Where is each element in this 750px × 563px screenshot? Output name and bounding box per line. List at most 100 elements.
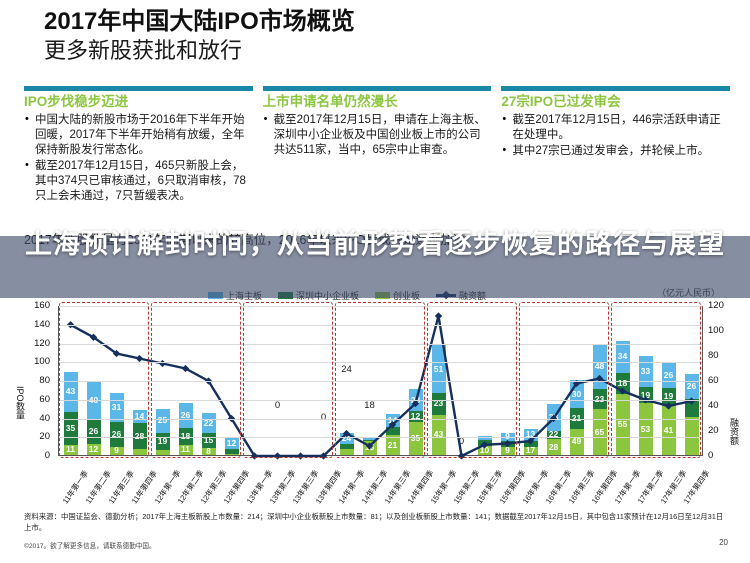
y-tick-right: 40 [708,400,719,411]
bar-segment [638,403,653,455]
line-marker [687,397,696,405]
y-tick-left: 120 [34,337,50,349]
chart-plot-area: 1135431226409263128141925111826815221224… [58,306,702,460]
bar-segment [385,426,400,436]
bar-segment [408,422,423,455]
bar-value-label: 55 [617,419,628,430]
bar-value-label: 26 [88,426,99,437]
bar-segment [132,449,147,455]
bar-value-label: 19 [157,435,168,446]
bar-value-label: 19 [640,389,651,400]
bar-value-label: 19 [663,390,674,401]
bar-value-label: 26 [686,381,697,392]
line-marker [503,439,512,448]
y-tick-right: 100 [708,325,724,336]
bar-segment [546,439,561,455]
bar-segment [431,414,446,455]
list-item: 其中27宗已通过发审会，并轮候上市。 [501,143,730,159]
y-tick-right: 80 [708,350,719,361]
y-tick-left: 100 [34,356,50,368]
column-heading: IPO步伐稳步迈进 [24,94,129,109]
bar-segment [86,443,101,455]
bar-segment [339,449,354,455]
bar-value-label: 48 [594,361,605,372]
bar-value-label: 26 [663,369,674,380]
bar-segment [339,443,354,450]
chart-annotation: 0 [274,399,281,411]
line-marker [181,364,190,373]
gridline [59,362,702,364]
list-item: 截至2017年12月15日，446宗活跃申请正在处理中。 [501,112,730,143]
gridline [59,306,702,307]
bar-segment [201,433,216,448]
financing-line-series [66,312,696,460]
bar-segment [109,446,124,455]
bar-segment [569,408,584,429]
bar-segment [385,435,400,455]
line-marker [158,359,167,368]
line-marker [135,354,144,363]
bar-segment [661,405,676,455]
info-column-1: IPO步伐稳步迈进 中国大陆的新股市场于2016年下半年开始回暖，2017年下半… [24,86,253,206]
bar-value-label: 31 [111,402,122,413]
bar-segment [201,412,216,434]
bar-value-label: 33 [640,365,651,376]
bar-segment [224,438,239,450]
chart-annotation: 0 [320,411,327,423]
bar-column: 8 15 22 [201,412,216,455]
line-marker [112,349,121,358]
bar-value-label: 30 [571,388,582,399]
bar-segment [155,450,170,455]
line-marker [342,429,351,438]
bar-value-label: 17 [525,445,536,456]
bar-segment [684,398,699,417]
line-marker [296,452,305,460]
bar-column: 28 14 [132,410,147,455]
bar-value-label: 53 [640,423,651,434]
copyright: ©2017。欲了解更多信息，请联系德勤中国。 [24,543,156,550]
bullet-list: 截至2017年12月15日，申请在上海主板、深圳中小企业板及中国创业板上市的公司… [263,112,492,159]
bar-segment [592,389,607,410]
y-tick-left: 80 [39,375,50,386]
bar-value-label: 23 [594,393,605,404]
bar-value-label: 51 [433,363,444,374]
bar-value-label: 41 [663,424,674,435]
info-columns: IPO步伐稳步迈进 中国大陆的新股市场于2016年下半年开始回暖，2017年下半… [24,86,731,206]
x-axis-labels: 11年第一季 11年第二季 11年第三季 11年第四季 12年第一季 12年第二季 12年第… [58,460,711,506]
chart-annotation: 18 [364,399,375,411]
y-tick-left: 140 [34,318,50,330]
bar-value-label: 49 [571,436,582,447]
bullet-list: 中国大陆的新股市场于2016年下半年开始回暖，2017年下半年开始稍有放缓，全年… [24,112,253,205]
y-tick-left: 40 [39,412,50,424]
bar-value-label: 22 [203,417,214,428]
gridline [59,324,702,326]
bar-column: 21 14 [385,413,400,455]
gridline [59,381,702,382]
line-marker [227,414,236,423]
y-tick-right: 0 [708,450,714,461]
bar-segment [178,403,193,428]
bar-value-label: 18 [617,377,628,388]
bar-column: 41 19 26 [661,363,676,455]
bar-segment [201,447,216,455]
line-marker [664,402,673,410]
bar-segment [109,422,124,447]
overlay-banner [0,236,750,298]
line-marker [365,442,374,450]
bar-value-label: 35 [65,422,76,433]
page-number: 20 [719,538,728,547]
line-marker [273,452,282,460]
bar-segment [500,446,515,455]
gridline [59,418,702,420]
bar-value-label: 21 [387,439,398,450]
bar-column: 26 [684,374,699,455]
bar-column: 11 18 26 [178,403,193,455]
page-title: 2017年中国大陆IPO市场概览 [44,8,355,35]
bar-segment [155,432,170,451]
bar-value-label: 11 [66,444,75,455]
bar-value-label: 22 [548,429,559,440]
chart-annotation: 0 [458,435,465,447]
chart-annotation: 24 [341,363,352,375]
bar-value-label: 12 [226,438,237,449]
